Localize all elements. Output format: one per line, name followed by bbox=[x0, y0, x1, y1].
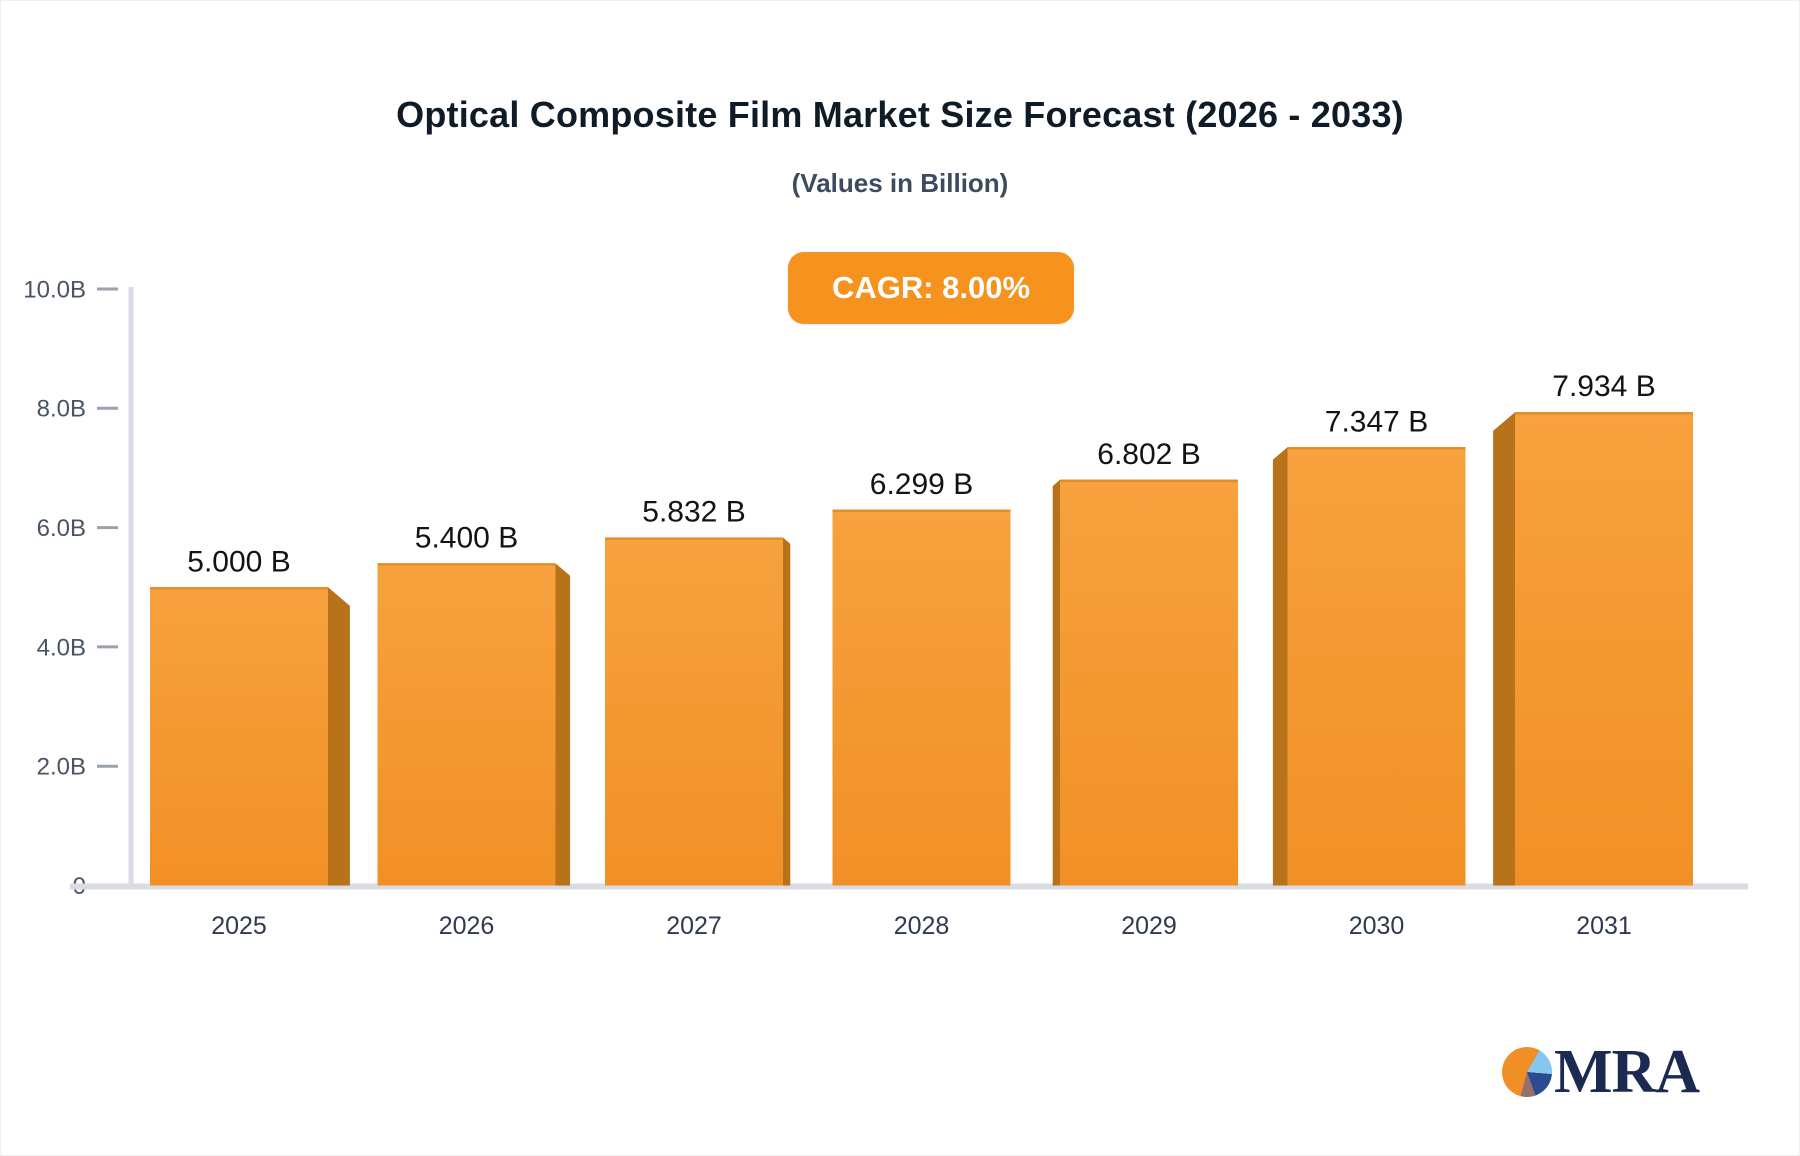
y-tick-label: 4.0B bbox=[37, 634, 86, 661]
bar bbox=[1515, 412, 1693, 886]
bar-group: 6.299 B 2028 bbox=[832, 468, 1011, 940]
bar-group: 7.347 B 2030 bbox=[1272, 405, 1466, 940]
bar-value-label: 6.299 B bbox=[870, 468, 973, 501]
bar bbox=[150, 587, 328, 886]
bar bbox=[1287, 447, 1466, 886]
x-axis-label: 2030 bbox=[1349, 912, 1405, 940]
bar-group: 5.832 B 2027 bbox=[605, 496, 791, 940]
x-axis-label: 2031 bbox=[1576, 912, 1632, 940]
x-axis-label: 2025 bbox=[211, 912, 267, 940]
chart-subtitle: (Values in Billion) bbox=[791, 168, 1009, 198]
bar-side-face bbox=[555, 563, 571, 886]
y-tick-label: 2.0B bbox=[37, 754, 86, 781]
cagr-badge-label: CAGR: 8.00% bbox=[831, 270, 1031, 305]
bar-group: 5.400 B 2026 bbox=[377, 521, 571, 940]
bar-group: 6.802 B 2029 bbox=[1052, 438, 1238, 940]
x-axis-label: 2026 bbox=[439, 912, 495, 940]
bar-value-label: 7.934 B bbox=[1552, 370, 1655, 403]
bar-value-label: 5.000 B bbox=[187, 545, 290, 578]
bar-side-face bbox=[1272, 447, 1288, 886]
bars: 5.000 B 2025 5.400 B 2026 5.832 B 2027 6.299 B… bbox=[150, 370, 1693, 940]
bar-side-face bbox=[783, 537, 791, 886]
x-axis-label: 2029 bbox=[1121, 912, 1177, 940]
bar-value-label: 5.832 B bbox=[642, 496, 745, 529]
logo-text: MRA bbox=[1554, 1038, 1700, 1106]
y-tick-label: 10.0B bbox=[23, 276, 86, 303]
bar-value-label: 6.802 B bbox=[1097, 438, 1200, 471]
bar-value-label: 5.400 B bbox=[415, 521, 518, 554]
cagr-badge: CAGR: 8.00% bbox=[788, 252, 1074, 324]
x-axis-label: 2027 bbox=[666, 912, 722, 940]
pie-chart-logo-icon bbox=[1502, 1047, 1552, 1097]
bar-group: 7.934 B 2031 bbox=[1493, 370, 1693, 940]
bar-side-face bbox=[328, 587, 350, 886]
y-tick-label: 6.0B bbox=[37, 515, 86, 542]
bar bbox=[832, 509, 1011, 886]
chart-title: Optical Composite Film Market Size Forec… bbox=[396, 94, 1404, 135]
bar-side-face bbox=[1493, 412, 1515, 886]
bar-side-face bbox=[1052, 479, 1060, 886]
bar-value-label: 7.347 B bbox=[1325, 405, 1428, 438]
bar-group: 5.000 B 2025 bbox=[150, 545, 350, 940]
bar bbox=[1060, 479, 1238, 886]
y-tick-label: 8.0B bbox=[37, 396, 86, 423]
bar bbox=[377, 563, 556, 886]
logo: MRA bbox=[1502, 1038, 1700, 1106]
bar bbox=[605, 537, 783, 886]
x-axis-label: 2028 bbox=[894, 912, 950, 940]
